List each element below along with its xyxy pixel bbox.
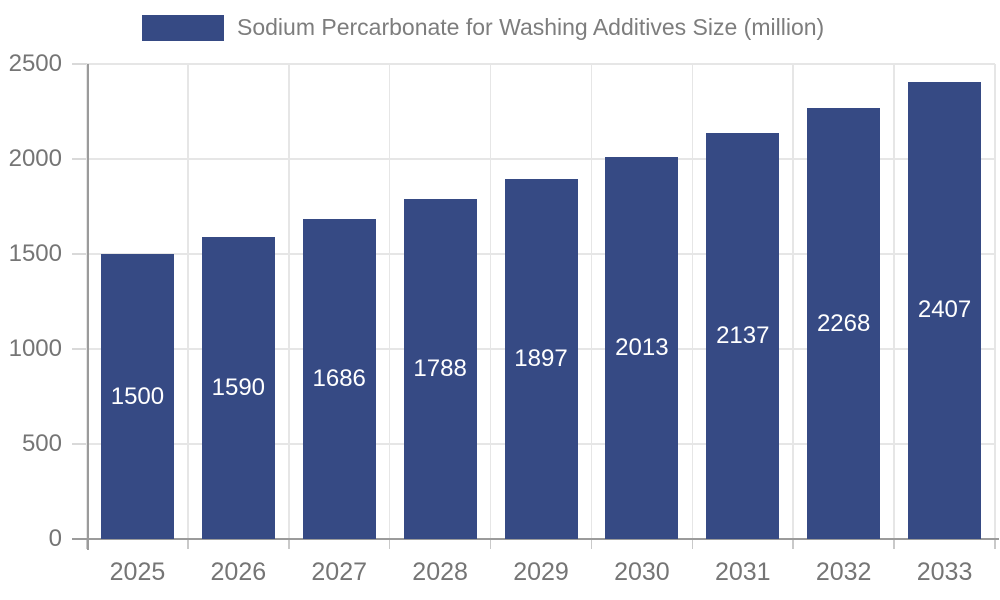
y-tick-mark: [72, 443, 87, 445]
x-tick-mark: [792, 539, 794, 549]
x-tick-mark: [489, 539, 492, 549]
x-tick-mark: [288, 539, 290, 549]
x-tick-mark: [893, 539, 895, 549]
x-tick-label: 2026: [210, 558, 267, 586]
x-tick-label: 2033: [916, 558, 973, 586]
x-tick-mark: [691, 539, 694, 549]
y-tick-label: 500: [21, 430, 62, 457]
y-tick-label: 2500: [8, 50, 62, 77]
bar-value-label: 1897: [514, 344, 568, 372]
bar: 2268: [807, 108, 881, 539]
bar: 2407: [908, 81, 982, 539]
y-gridline: [87, 63, 995, 65]
y-axis-line: [87, 64, 89, 550]
x-tick-label: 2031: [714, 558, 771, 586]
bar: 2013: [605, 156, 679, 539]
bar: 1788: [403, 199, 477, 539]
legend-label: Sodium Percarbonate for Washing Additive…: [237, 14, 825, 40]
x-gridline: [792, 64, 794, 539]
y-tick-label: 2000: [8, 145, 62, 172]
y-tick-mark: [72, 63, 87, 65]
x-tick-label: 2025: [109, 558, 166, 586]
bar: 2137: [706, 132, 780, 539]
y-tick-mark: [72, 253, 87, 255]
bar-value-label: 2268: [816, 309, 871, 337]
x-gridline: [187, 64, 189, 539]
bar: 1897: [504, 178, 578, 539]
y-tick-label: 0: [48, 525, 62, 552]
x-tick-label: 2029: [513, 558, 569, 586]
x-gridline: [388, 64, 391, 539]
bar-value-label: 1500: [110, 382, 165, 410]
chart-legend: Sodium Percarbonate for Washing Additive…: [142, 14, 824, 41]
bar-value-label: 2013: [615, 333, 669, 361]
plot-area: 0 500 1000 1500 2000 2500 1500 2025 1590 2026 1686…: [9, 50, 999, 586]
y-tick-mark: [72, 348, 87, 350]
bar-value-label: 1590: [211, 373, 266, 401]
bar-value-label: 1686: [312, 364, 366, 392]
bar-value-label: 1788: [413, 355, 467, 383]
x-tick-mark: [388, 539, 391, 549]
x-tick-label: 2030: [614, 558, 670, 586]
x-gridline: [691, 64, 694, 539]
x-gridline: [590, 64, 593, 539]
x-gridline: [288, 64, 290, 539]
legend-color-swatch: [142, 14, 224, 41]
x-tick-label: 2027: [311, 558, 368, 586]
x-tick-label: 2032: [815, 558, 872, 586]
x-tick-label: 2028: [412, 558, 468, 586]
bar: 1500: [100, 254, 174, 539]
y-tick-mark: [72, 158, 87, 160]
y-gridline: [87, 158, 995, 160]
x-tick-mark: [187, 539, 189, 549]
x-gridline: [994, 64, 996, 539]
bar-value-label: 2407: [917, 296, 972, 324]
x-gridline: [489, 64, 492, 539]
bar: 1686: [302, 218, 376, 539]
x-axis-line: [72, 538, 999, 540]
y-tick-label: 1000: [8, 335, 62, 362]
bar-value-label: 2137: [716, 321, 770, 349]
bar: 1590: [201, 236, 275, 539]
x-tick-mark: [994, 539, 996, 549]
y-tick-label: 1500: [8, 240, 62, 267]
x-tick-mark: [590, 539, 593, 549]
x-gridline: [893, 64, 895, 539]
